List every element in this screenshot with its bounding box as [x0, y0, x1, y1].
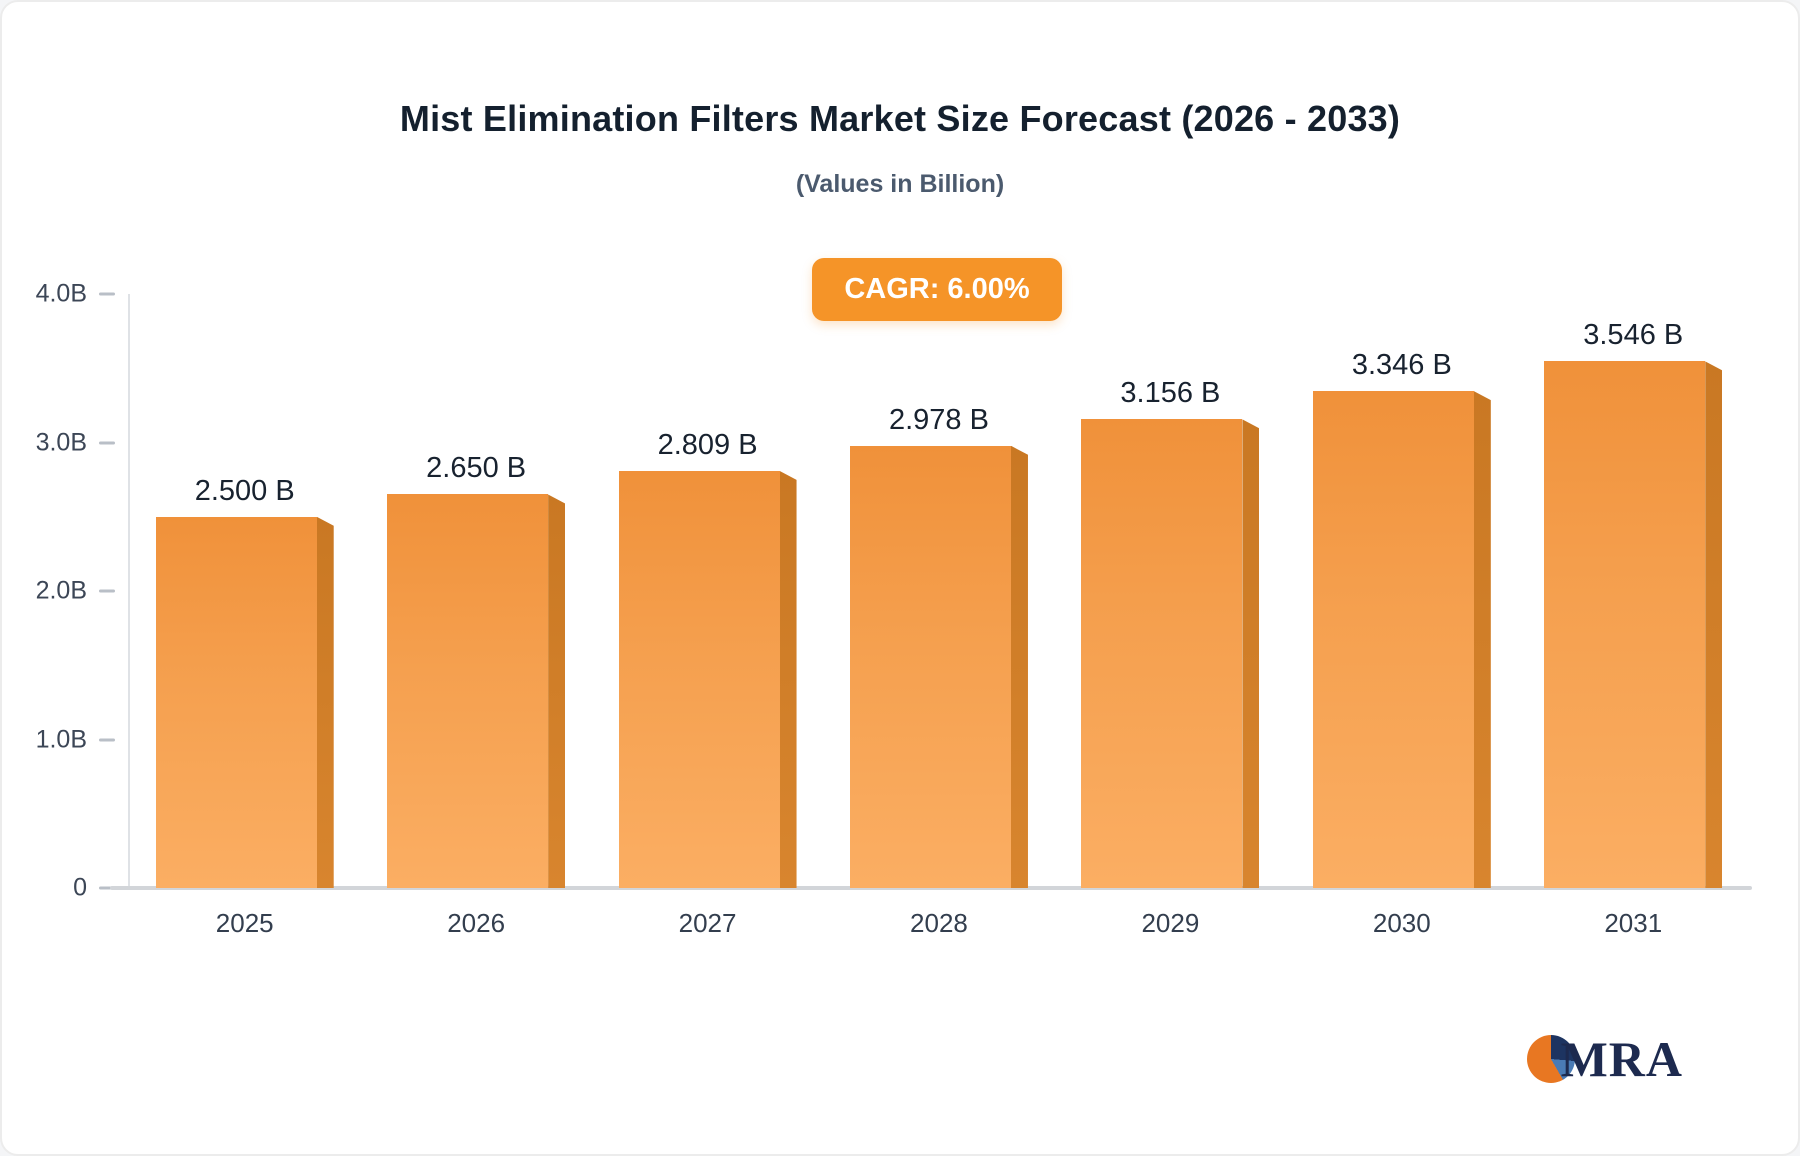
y-axis-label: 3.0B: [35, 428, 87, 456]
bar-side-face: [1705, 361, 1723, 888]
logo-pie-icon: [1526, 1035, 1575, 1083]
x-axis-label: 2031: [1604, 908, 1663, 938]
bar-front-face: [849, 445, 1011, 888]
bar-front-face: [155, 516, 317, 888]
bar-value-label: 3.156 B: [1120, 377, 1221, 410]
bar-column: 2.650 B: [360, 294, 591, 888]
y-tick-mark: [99, 886, 115, 890]
x-axis-label: 2026: [447, 908, 506, 938]
bar-column: 3.546 B: [1518, 294, 1749, 888]
bar[interactable]: [1312, 391, 1491, 888]
x-axis-labels: 2025 2026 2027 2028 2029 2030 2031: [129, 908, 1749, 939]
bar-value-label: 2.650 B: [426, 452, 527, 485]
bar[interactable]: [618, 470, 797, 888]
bar[interactable]: [387, 494, 566, 888]
y-tick: 3.0B: [2, 428, 127, 457]
y-axis-label: 4.0B: [35, 279, 87, 308]
y-axis: 4.0B 3.0B 2.0B 1.0B 0: [2, 280, 127, 902]
bar-value-label: 3.346 B: [1351, 349, 1452, 382]
bar-front-face: [387, 494, 549, 888]
bar-value-label: 2.809 B: [657, 428, 758, 461]
y-tick: 0: [2, 874, 127, 903]
bar-column: 2.978 B: [823, 294, 1054, 888]
y-axis-label: 0: [73, 873, 87, 902]
x-axis-label: 2030: [1372, 908, 1431, 938]
logo: MRA: [1526, 1030, 1683, 1088]
bar-column: 3.346 B: [1286, 294, 1517, 888]
y-tick-mark: [99, 441, 115, 444]
y-tick-mark: [99, 292, 115, 296]
bar-front-face: [618, 470, 780, 888]
cagr-badge-row: CAGR: 6.00%: [127, 258, 1747, 321]
bar-column: 3.156 B: [1055, 294, 1286, 888]
y-axis-label: 2.0B: [35, 576, 87, 605]
bar-value-label: 2.500 B: [194, 474, 295, 507]
x-axis-label: 2025: [215, 908, 274, 938]
bar-front-face: [1081, 419, 1243, 888]
bar-side-face: [316, 516, 334, 888]
y-axis-label: 1.0B: [35, 725, 87, 753]
y-tick-mark: [99, 738, 115, 741]
bar[interactable]: [849, 445, 1028, 888]
bar-front-face: [1544, 361, 1706, 888]
bar[interactable]: [1544, 361, 1723, 888]
bar[interactable]: [155, 516, 334, 888]
bar-side-face: [548, 494, 566, 888]
bar-side-face: [1473, 391, 1491, 888]
x-axis-label: 2028: [910, 908, 968, 938]
bar-column: 2.809 B: [592, 294, 823, 888]
bar-value-label: 2.978 B: [888, 403, 989, 436]
bar-side-face: [1242, 419, 1260, 888]
y-tick-mark: [99, 589, 115, 593]
y-axis-line: [128, 294, 130, 888]
bar-column: 2.500 B: [129, 294, 360, 888]
y-tick: 2.0B: [2, 577, 127, 606]
chart-title: Mist Elimination Filters Market Size For…: [399, 98, 1401, 139]
y-tick: 4.0B: [2, 280, 127, 309]
y-tick: 1.0B: [2, 725, 127, 754]
bar-front-face: [1312, 391, 1474, 888]
cagr-badge: CAGR: 6.00%: [812, 258, 1062, 321]
bar-side-face: [1010, 445, 1028, 888]
bar[interactable]: [1081, 419, 1260, 888]
bars-area: 2.500 B 2.650 B 2.809 B 2.978 B 3.156 B 3.346…: [129, 294, 1749, 888]
logo-text: MRA: [1560, 1031, 1683, 1087]
x-axis-label: 2027: [678, 908, 737, 938]
bar-value-label: 3.546 B: [1583, 319, 1684, 352]
chart-subtitle: (Values in Billion): [795, 170, 1005, 198]
bar-side-face: [779, 470, 797, 888]
x-axis-line: [110, 886, 1752, 890]
x-axis-label: 2029: [1141, 908, 1200, 938]
